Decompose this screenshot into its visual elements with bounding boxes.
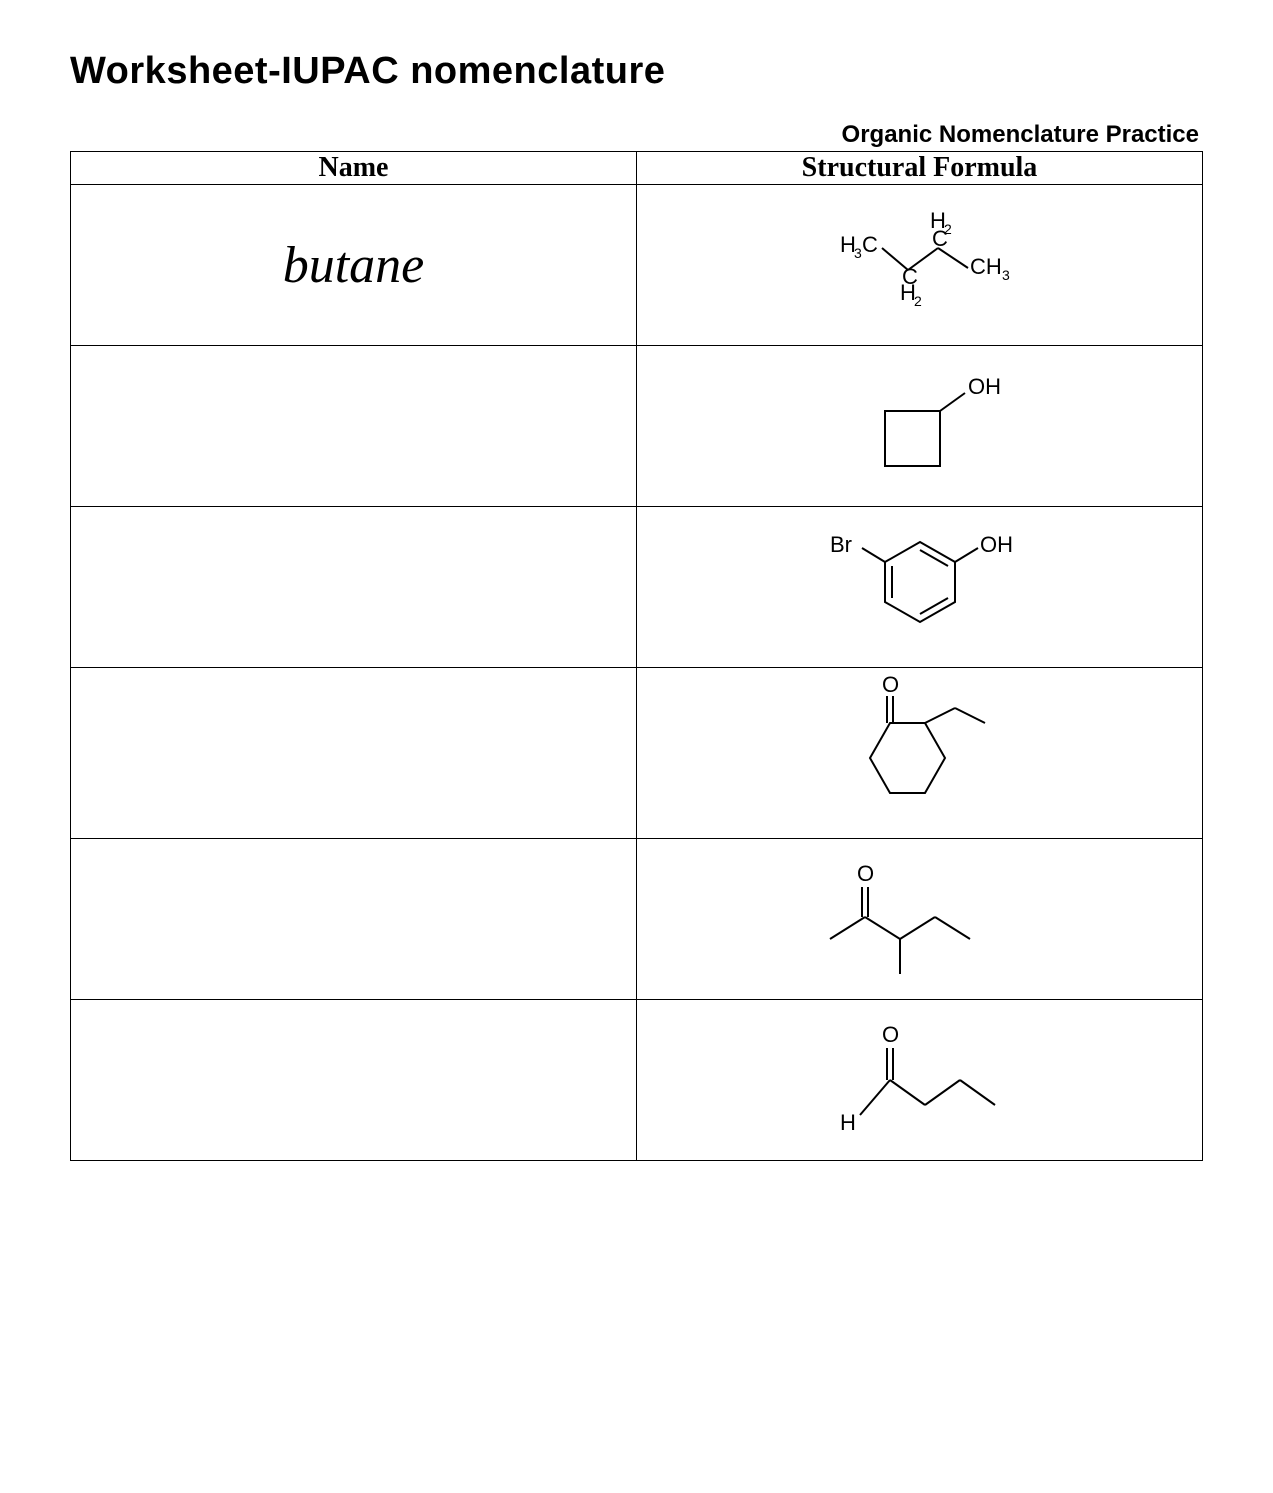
structure-cell: O (637, 668, 1203, 839)
chem-label: O (857, 861, 874, 886)
col-header-formula: Structural Formula (637, 152, 1203, 185)
page-title: Worksheet-IUPAC nomenclature (70, 50, 1203, 93)
chem-label: H (840, 1110, 856, 1135)
chem-label: OH (980, 532, 1013, 557)
col-header-name: Name (71, 152, 637, 185)
bromophenol-icon: Br OH (770, 512, 1070, 662)
name-cell[interactable] (71, 346, 637, 507)
chem-label: 2 (944, 221, 952, 237)
chem-label: Br (830, 532, 852, 557)
structure-cell: H 3 C C H 2 C H 2 CH 3 (637, 185, 1203, 346)
name-cell[interactable] (71, 1000, 637, 1161)
chem-label: O (882, 672, 899, 697)
table-header-row: Name Structural Formula (71, 152, 1203, 185)
chem-label: 3 (1002, 267, 1010, 283)
chem-label: OH (968, 374, 1001, 399)
chem-label: 3 (854, 245, 862, 261)
table-row: O H (71, 1000, 1203, 1161)
table-row: O (71, 668, 1203, 839)
butane-icon: H 3 C C H 2 C H 2 CH 3 (790, 210, 1050, 320)
butanal-icon: O H (770, 1000, 1070, 1160)
structure-cell: Br OH (637, 507, 1203, 668)
nomenclature-table: Name Structural Formula butane H 3 C (70, 151, 1203, 1161)
table-row: O (71, 839, 1203, 1000)
methylpentanone-icon: O (770, 839, 1070, 999)
name-cell[interactable]: butane (71, 185, 637, 346)
structure-cell: O (637, 839, 1203, 1000)
chem-label: 2 (914, 293, 922, 309)
table-row: butane H 3 C C H 2 (71, 185, 1203, 346)
chem-label: C (862, 232, 878, 257)
name-cell[interactable] (71, 839, 637, 1000)
chem-label: CH (970, 254, 1002, 279)
cyclobutanol-icon: OH (790, 356, 1050, 496)
table-row: OH (71, 346, 1203, 507)
table-row: Br OH (71, 507, 1203, 668)
name-cell[interactable] (71, 668, 637, 839)
chem-label: O (882, 1022, 899, 1047)
structure-cell: OH (637, 346, 1203, 507)
section-heading: Organic Nomenclature Practice (70, 121, 1203, 149)
answer-text: butane (283, 237, 425, 294)
name-cell[interactable] (71, 507, 637, 668)
structure-cell: O H (637, 1000, 1203, 1161)
ethylcyclohexanone-icon: O (770, 668, 1070, 838)
